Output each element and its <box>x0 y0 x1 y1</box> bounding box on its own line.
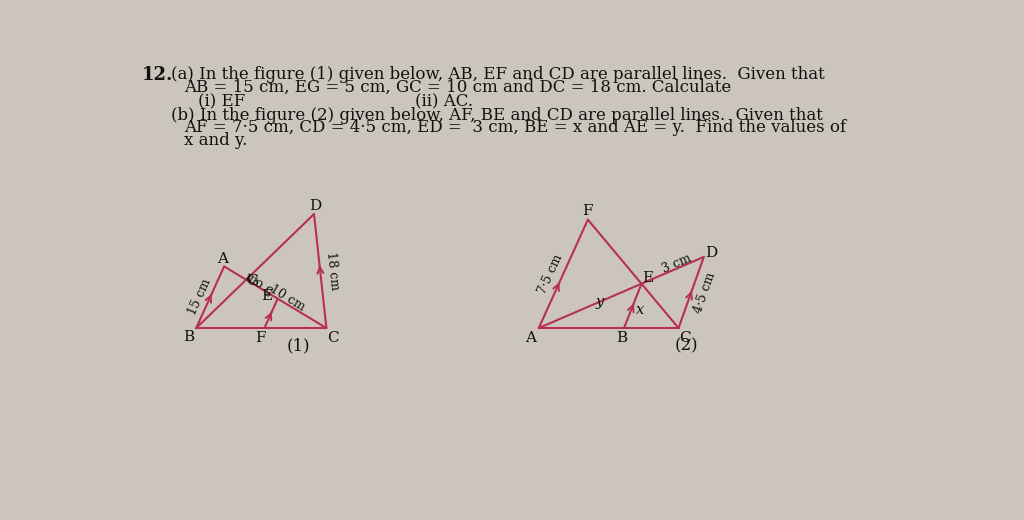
Text: 18 cm: 18 cm <box>324 251 341 291</box>
Text: E: E <box>642 270 653 284</box>
Text: F: F <box>583 204 593 218</box>
Text: 12.: 12. <box>142 66 173 84</box>
Text: (i) EF: (i) EF <box>198 93 245 110</box>
Text: x: x <box>636 303 645 317</box>
Text: (a) In the figure (1) given below, AB, EF and CD are parallel lines.  Given that: (a) In the figure (1) given below, AB, E… <box>171 66 824 83</box>
Text: (1): (1) <box>287 337 310 354</box>
Text: 10 cm: 10 cm <box>268 282 308 314</box>
Text: F: F <box>255 331 266 345</box>
Text: 3 cm: 3 cm <box>659 251 693 276</box>
Text: 4·5 cm: 4·5 cm <box>692 270 718 315</box>
Text: D: D <box>706 246 718 260</box>
Text: (ii) AC.: (ii) AC. <box>415 93 473 110</box>
Text: A: A <box>525 331 537 345</box>
Text: C: C <box>679 331 690 345</box>
Text: y: y <box>595 295 603 309</box>
Text: E: E <box>261 289 272 303</box>
Text: B: B <box>183 330 194 344</box>
Text: x and y.: x and y. <box>183 132 247 149</box>
Text: 7·5 cm: 7·5 cm <box>536 252 565 296</box>
Text: AF = 7·5 cm, CD = 4·5 cm, ED =  3 cm, BE = x and AE = y.  Find the values of: AF = 7·5 cm, CD = 4·5 cm, ED = 3 cm, BE … <box>183 120 846 136</box>
Text: 5 cm: 5 cm <box>244 269 276 296</box>
Text: G: G <box>246 274 258 288</box>
Text: (b) In the figure (2) given below, AF, BE and CD are parallel lines.  Given that: (b) In the figure (2) given below, AF, B… <box>171 107 822 124</box>
Text: AB = 15 cm, EG = 5 cm, GC = 10 cm and DC = 18 cm. Calculate: AB = 15 cm, EG = 5 cm, GC = 10 cm and DC… <box>183 79 731 96</box>
Text: A: A <box>217 252 228 266</box>
Text: B: B <box>616 331 628 345</box>
Text: (2): (2) <box>674 337 697 354</box>
Text: C: C <box>327 331 338 345</box>
Text: 15 cm: 15 cm <box>185 277 213 318</box>
Text: D: D <box>309 199 322 213</box>
